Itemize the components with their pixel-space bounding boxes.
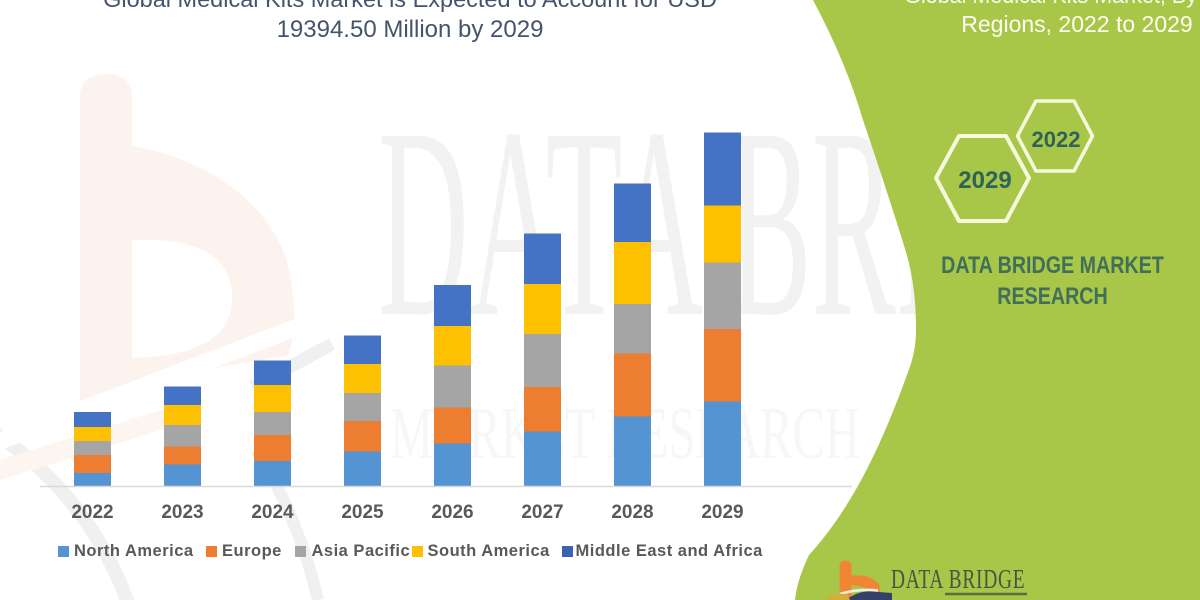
- svg-text:2029: 2029: [958, 167, 1011, 194]
- svg-text:2022: 2022: [1032, 127, 1081, 152]
